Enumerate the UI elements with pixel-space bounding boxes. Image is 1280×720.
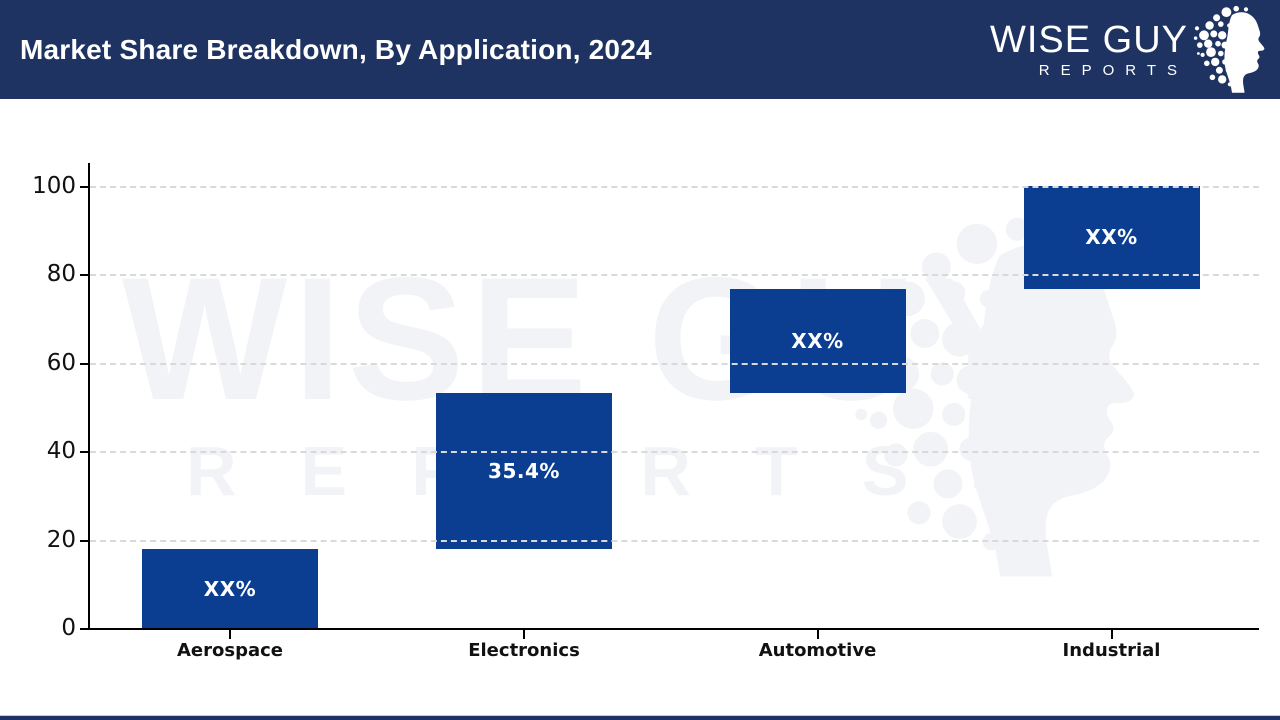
- x-axis-category-label: Automotive: [758, 640, 877, 661]
- y-tick-label: 80: [46, 261, 76, 287]
- gridline: [90, 451, 1259, 453]
- x-tick-mark: [523, 630, 525, 639]
- x-axis-category-label: Industrial: [1062, 640, 1161, 661]
- y-tick-label: 100: [32, 172, 76, 199]
- gridline: [90, 539, 1259, 542]
- bar-automotive: XX%: [729, 289, 906, 393]
- x-axis-category-label: Aerospace: [176, 640, 283, 661]
- y-tick-mark: [80, 274, 88, 276]
- y-axis-line: [88, 163, 90, 630]
- page-title: Market Share Breakdown, By Application, …: [20, 33, 652, 65]
- bar-value-label: XX%: [791, 329, 844, 354]
- y-tick-label: 60: [46, 349, 76, 376]
- y-tick-mark: [80, 539, 88, 542]
- brand-logo-head-icon: [1193, 5, 1265, 93]
- y-tick-mark: [80, 451, 88, 453]
- bar-value-label: XX%: [1085, 225, 1138, 250]
- y-tick-mark: [80, 628, 88, 630]
- footer-divider: [0, 715, 1280, 716]
- brand-logo-text: WISE GUY REPORTS: [990, 21, 1188, 79]
- x-tick-mark: [816, 630, 819, 639]
- x-tick-mark: [1110, 630, 1113, 639]
- y-tick-mark: [80, 185, 88, 188]
- header-bar: Market Share Breakdown, By Application, …: [0, 0, 1280, 99]
- bar-aerospace: XX%: [142, 549, 318, 628]
- x-tick-mark: [229, 630, 231, 639]
- bar-value-label: XX%: [203, 576, 257, 601]
- bar-value-label: 35.4%: [488, 458, 560, 483]
- y-tick-label: 20: [46, 526, 76, 553]
- brand-logo-line1: WISE GUY: [989, 18, 1188, 61]
- gridline: [90, 274, 1259, 276]
- y-tick-mark: [80, 362, 88, 365]
- y-tick-label: 0: [61, 615, 76, 641]
- brand-logo-line2: REPORTS: [1038, 61, 1188, 79]
- bar-electronics: 35.4%: [436, 392, 612, 550]
- brand-logo: WISE GUY REPORTS: [990, 4, 1280, 96]
- gridline: [90, 185, 1259, 188]
- x-axis-line: [88, 628, 1259, 630]
- x-axis-category-label: Electronics: [468, 640, 580, 661]
- footer-bar: [0, 716, 1280, 720]
- y-tick-label: 40: [46, 438, 76, 464]
- gridline: [90, 362, 1259, 365]
- bar-industrial: XX%: [1023, 185, 1200, 290]
